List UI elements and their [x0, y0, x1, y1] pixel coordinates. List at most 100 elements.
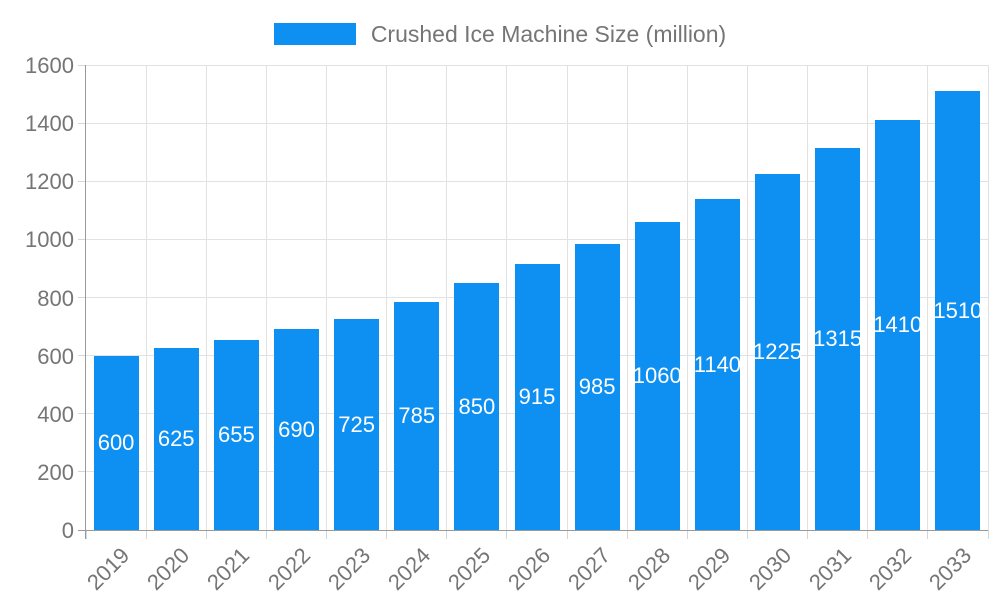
bar-value-label: 1225	[753, 339, 802, 364]
y-axis-tick	[78, 180, 86, 182]
x-axis-tick	[506, 530, 508, 539]
x-axis-tick	[145, 530, 147, 539]
gridline-vertical	[867, 65, 869, 530]
bar-value-label: 690	[278, 416, 315, 442]
x-axis-tick	[867, 530, 869, 539]
bar-2031[interactable]	[815, 148, 861, 530]
bar-value-label: 850	[458, 393, 496, 419]
x-tick-label-2033: 2033	[923, 542, 977, 595]
legend[interactable]: Crushed Ice Machine Size (million)	[0, 18, 1000, 50]
y-axis-tick	[78, 64, 86, 66]
x-tick-label-2030: 2030	[743, 542, 796, 595]
x-axis-tick	[326, 530, 328, 539]
y-tick-label: 1000	[25, 227, 74, 253]
gridline-vertical	[205, 65, 207, 530]
y-tick-label: 800	[37, 285, 74, 311]
x-axis-tick	[746, 530, 748, 539]
gridline-vertical	[746, 65, 748, 530]
y-axis-tick	[78, 413, 86, 415]
x-tick-label-2029: 2029	[683, 542, 736, 595]
y-axis-tick	[78, 297, 86, 298]
x-axis-tick	[85, 530, 87, 539]
bar-2019[interactable]	[93, 356, 139, 530]
bar-2022[interactable]	[273, 329, 319, 530]
x-tick-label-2019: 2019	[82, 542, 135, 595]
bar-value-label: 1140	[693, 351, 742, 377]
legend-swatch	[273, 23, 356, 45]
x-axis-tick	[386, 530, 388, 539]
bar-2026[interactable]	[514, 264, 560, 530]
y-tick-label: 1200	[25, 169, 74, 195]
gridline-vertical	[626, 65, 628, 530]
x-axis-tick	[205, 530, 207, 539]
gridline-vertical	[506, 65, 508, 530]
x-axis-tick	[626, 530, 628, 539]
x-tick-label-2032: 2032	[863, 542, 917, 595]
gridline-horizontal	[86, 122, 988, 124]
y-axis-line	[85, 65, 86, 539]
bar-value-label: 985	[578, 374, 616, 399]
y-axis-tick	[78, 355, 86, 357]
x-tick-label-2026: 2026	[502, 542, 556, 595]
bar-2033[interactable]	[935, 91, 981, 530]
bar-value-label: 600	[97, 430, 135, 455]
gridline-vertical	[686, 65, 688, 530]
bar-value-label: 625	[157, 426, 195, 451]
gridline-vertical	[265, 65, 267, 530]
bar-2024[interactable]	[394, 302, 440, 530]
bar-value-label: 915	[518, 384, 556, 409]
gridline-horizontal	[86, 64, 988, 66]
x-axis-tick	[987, 530, 989, 539]
x-tick-label-2024: 2024	[382, 542, 435, 595]
legend-label: Crushed Ice Machine Size (million)	[370, 20, 727, 47]
bar-2028[interactable]	[634, 222, 680, 530]
bar-2025[interactable]	[454, 283, 500, 530]
bar-value-label: 725	[338, 411, 375, 437]
y-tick-label: 600	[37, 343, 74, 369]
x-axis-tick	[265, 530, 267, 539]
y-tick-label: 0	[61, 518, 74, 543]
x-tick-label-2027: 2027	[563, 542, 616, 595]
gridline-horizontal	[86, 180, 988, 182]
gridline-vertical	[807, 65, 809, 530]
x-axis-tick	[566, 530, 568, 539]
x-tick-label-2031: 2031	[803, 542, 856, 595]
gridline-vertical	[927, 65, 929, 530]
x-axis-tick	[686, 530, 688, 539]
bar-2027[interactable]	[574, 244, 620, 530]
bar-2029[interactable]	[694, 199, 740, 530]
bar-value-label: 1315	[813, 326, 863, 351]
gridline-vertical	[566, 65, 568, 530]
y-tick-label: 400	[37, 401, 74, 427]
bar-value-label: 655	[217, 422, 255, 447]
x-axis-tick	[927, 530, 929, 539]
x-axis-line	[78, 529, 988, 531]
x-tick-label-2020: 2020	[142, 542, 195, 595]
y-tick-label: 200	[37, 459, 74, 485]
bar-2023[interactable]	[334, 319, 380, 530]
x-tick-label-2021: 2021	[202, 542, 255, 595]
gridline-vertical	[446, 65, 448, 530]
gridline-vertical	[326, 65, 328, 530]
x-tick-label-2022: 2022	[262, 542, 315, 595]
x-axis-tick	[807, 530, 809, 539]
bar-2021[interactable]	[213, 340, 259, 530]
bar-2020[interactable]	[153, 348, 199, 530]
bar-value-label: 1510	[933, 297, 983, 323]
y-axis-tick	[78, 471, 86, 473]
x-tick-label-2025: 2025	[442, 542, 496, 595]
y-tick-label: 1600	[25, 53, 74, 78]
y-axis-tick	[78, 238, 86, 240]
gridline-vertical	[987, 65, 989, 530]
x-tick-label-2023: 2023	[322, 542, 375, 595]
bar-2030[interactable]	[755, 174, 801, 530]
gridline-horizontal	[86, 238, 988, 240]
bar-value-label: 1060	[632, 363, 682, 388]
y-tick-label: 1400	[25, 111, 74, 137]
bar-value-label: 1410	[873, 312, 923, 337]
x-axis-tick	[446, 530, 448, 539]
bar-value-label: 785	[398, 403, 436, 428]
bar-2032[interactable]	[875, 120, 921, 530]
